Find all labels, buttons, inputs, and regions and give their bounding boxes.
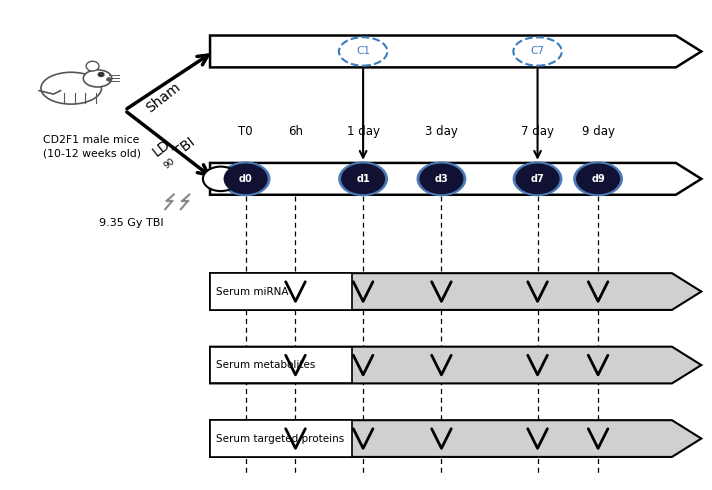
Text: 9 day: 9 day xyxy=(582,125,614,138)
Text: d1: d1 xyxy=(356,174,370,184)
Circle shape xyxy=(574,162,622,196)
Ellipse shape xyxy=(339,37,387,66)
Polygon shape xyxy=(210,36,701,67)
Circle shape xyxy=(339,162,387,196)
Ellipse shape xyxy=(513,37,562,66)
Circle shape xyxy=(98,73,104,76)
Text: LD: LD xyxy=(150,137,173,159)
Text: d0: d0 xyxy=(239,174,253,184)
Text: 7 day: 7 day xyxy=(521,125,554,138)
Ellipse shape xyxy=(41,73,102,104)
Text: 3 day: 3 day xyxy=(425,125,458,138)
Circle shape xyxy=(342,164,384,194)
Text: d7: d7 xyxy=(530,174,545,184)
Text: 90: 90 xyxy=(162,157,177,171)
Circle shape xyxy=(577,164,619,194)
Polygon shape xyxy=(210,163,701,195)
Polygon shape xyxy=(210,420,701,457)
Text: Sham: Sham xyxy=(144,80,184,116)
FancyBboxPatch shape xyxy=(210,273,352,310)
Text: 1 day: 1 day xyxy=(347,125,379,138)
FancyBboxPatch shape xyxy=(210,347,352,383)
Circle shape xyxy=(203,167,239,191)
Circle shape xyxy=(224,164,267,194)
FancyBboxPatch shape xyxy=(210,420,352,457)
Text: C7: C7 xyxy=(530,47,545,56)
Circle shape xyxy=(221,162,270,196)
Circle shape xyxy=(417,162,466,196)
Circle shape xyxy=(420,164,463,194)
Text: d3: d3 xyxy=(434,174,449,184)
Ellipse shape xyxy=(83,70,112,87)
Text: CD2F1 male mice
(10-12 weeks old): CD2F1 male mice (10-12 weeks old) xyxy=(43,135,141,159)
Ellipse shape xyxy=(86,61,99,71)
Text: C1: C1 xyxy=(356,47,370,56)
Text: TBI: TBI xyxy=(168,135,197,163)
Text: T0: T0 xyxy=(239,125,253,138)
Text: d9: d9 xyxy=(591,174,605,184)
Text: Serum metabolites: Serum metabolites xyxy=(216,360,315,370)
Text: 9.35 Gy TBI: 9.35 Gy TBI xyxy=(100,218,164,228)
Circle shape xyxy=(107,78,111,81)
Text: 6h: 6h xyxy=(288,125,303,138)
Text: Serum targeted proteins: Serum targeted proteins xyxy=(216,434,344,443)
Polygon shape xyxy=(210,273,701,310)
Text: Serum miRNA: Serum miRNA xyxy=(216,287,288,296)
Circle shape xyxy=(513,162,562,196)
Circle shape xyxy=(516,164,559,194)
Polygon shape xyxy=(210,347,701,383)
